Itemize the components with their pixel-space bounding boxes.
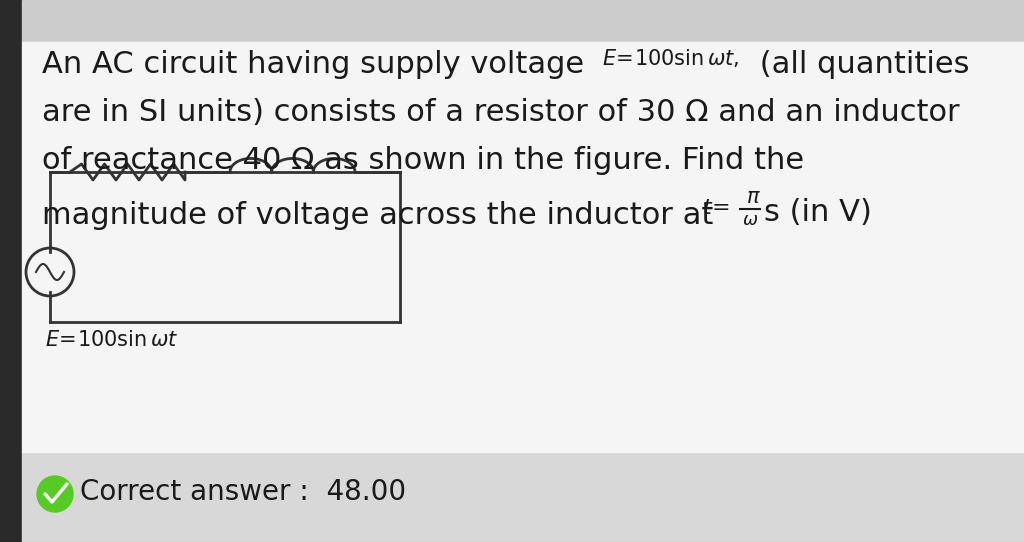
Text: of reactance 40 Ω as shown in the figure. Find the: of reactance 40 Ω as shown in the figure…: [42, 146, 804, 175]
Text: Correct answer :  48.00: Correct answer : 48.00: [80, 478, 407, 506]
Bar: [0, 0, 22, 542]
Text: (all quantities: (all quantities: [750, 50, 970, 79]
Text: s (in V): s (in V): [764, 198, 871, 227]
Circle shape: [37, 476, 73, 512]
Text: are in SI units) consists of a resistor of 30 Ω and an inductor: are in SI units) consists of a resistor …: [42, 98, 959, 127]
Text: magnitude of voltage across the inductor at: magnitude of voltage across the inductor…: [42, 201, 723, 230]
Text: $E\!=\!100\sin\omega t$: $E\!=\!100\sin\omega t$: [45, 330, 178, 350]
Text: $t\!=\!$: $t\!=\!$: [702, 198, 730, 218]
Text: An AC circuit having supply voltage: An AC circuit having supply voltage: [42, 50, 594, 79]
Text: $\omega$: $\omega$: [742, 211, 759, 229]
Text: $E\!=\!100\sin\omega t,$: $E\!=\!100\sin\omega t,$: [602, 47, 739, 69]
Text: $\pi$: $\pi$: [746, 187, 761, 207]
Bar: [22, 42, 1024, 452]
Bar: [22, 0, 1024, 42]
Bar: [22, 452, 1024, 542]
